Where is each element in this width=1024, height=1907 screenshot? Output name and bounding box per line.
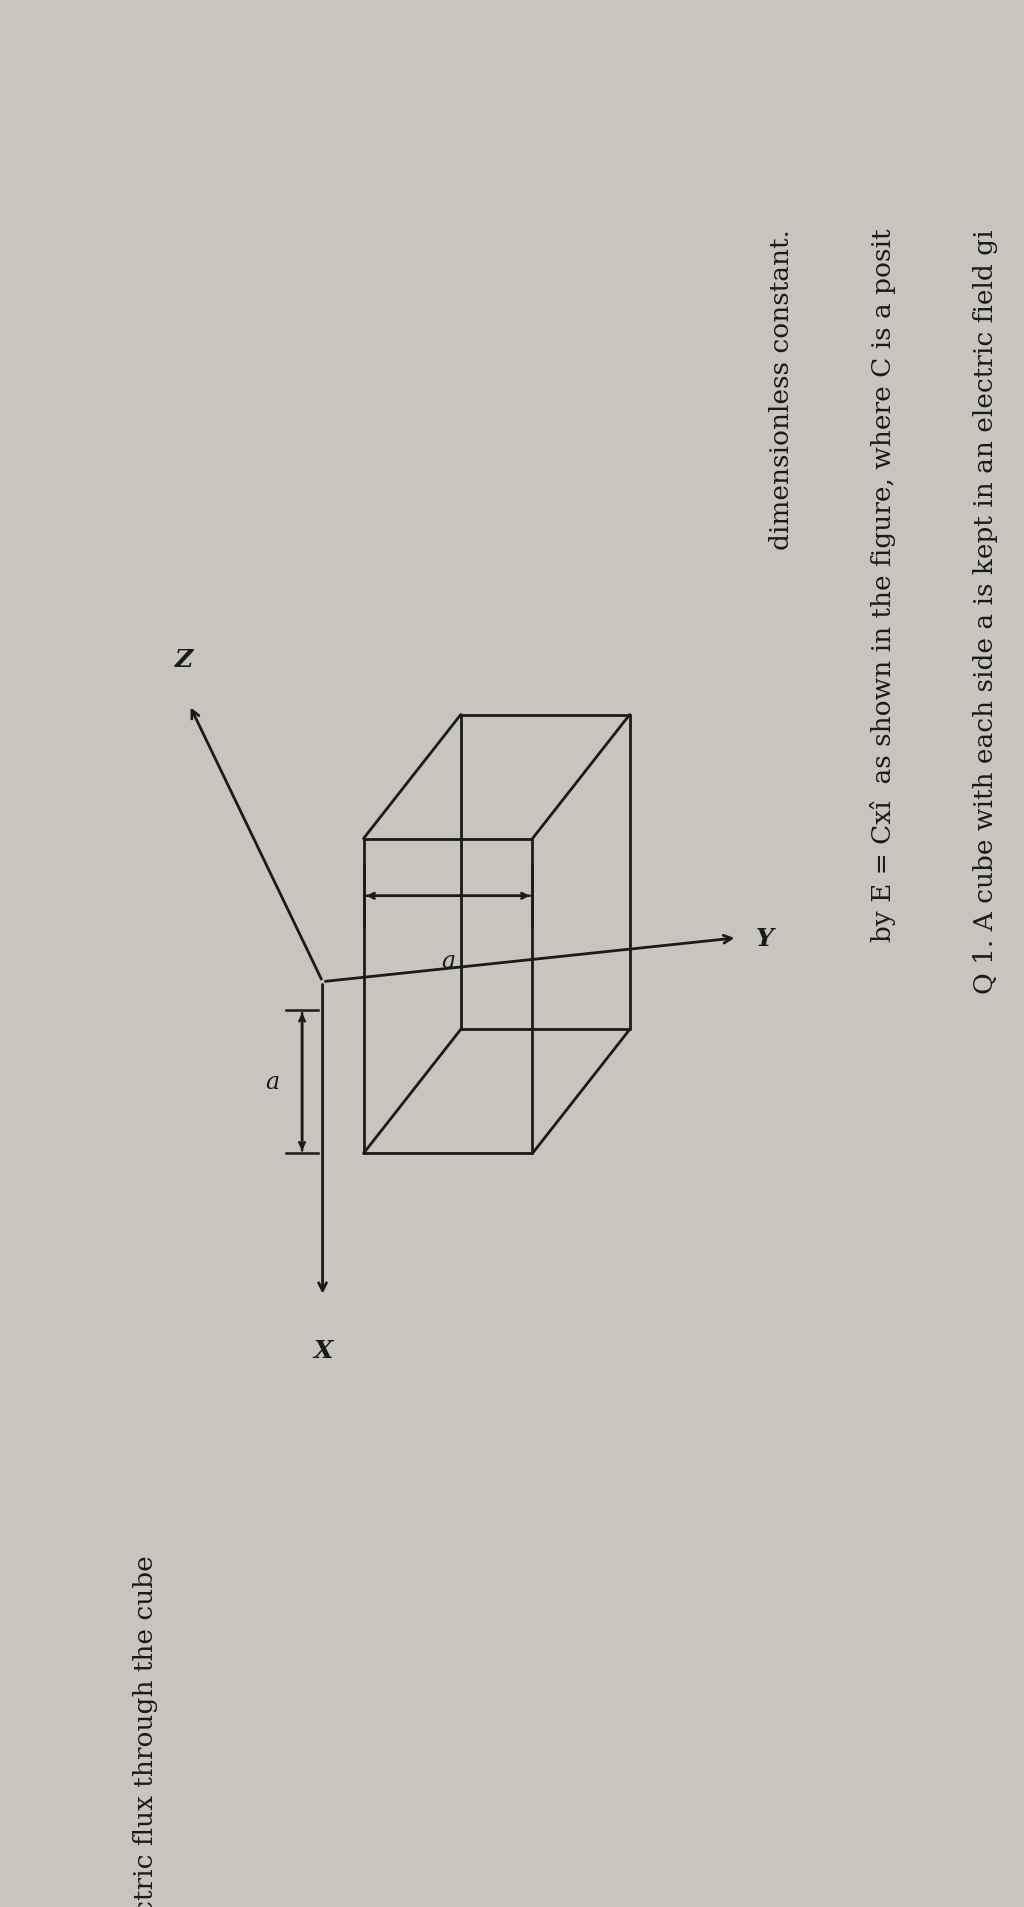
Text: X: X: [313, 1339, 332, 1364]
Text: a: a: [265, 1070, 280, 1095]
Text: Y: Y: [756, 927, 773, 950]
Text: dimensionless constant.: dimensionless constant.: [769, 229, 794, 549]
Text: Find out the electric flux through the cube: Find out the electric flux through the c…: [133, 1554, 158, 1907]
Text: Z: Z: [175, 646, 194, 671]
Text: by E = Cxî  as shown in the figure, where C is a posit: by E = Cxî as shown in the figure, where…: [870, 229, 896, 942]
Text: Q 1. A cube with each side a is kept in an electric field gi: Q 1. A cube with each side a is kept in …: [974, 229, 998, 994]
Text: a: a: [441, 950, 455, 973]
